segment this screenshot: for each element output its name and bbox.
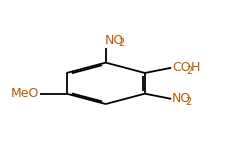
Text: 2: 2: [186, 97, 192, 107]
Text: NO: NO: [105, 34, 124, 47]
Text: 2: 2: [118, 38, 125, 48]
Text: MeO: MeO: [11, 87, 39, 100]
Text: NO: NO: [172, 92, 191, 105]
Text: CO: CO: [172, 61, 191, 74]
Text: H: H: [191, 61, 200, 74]
Text: 2: 2: [186, 66, 192, 76]
